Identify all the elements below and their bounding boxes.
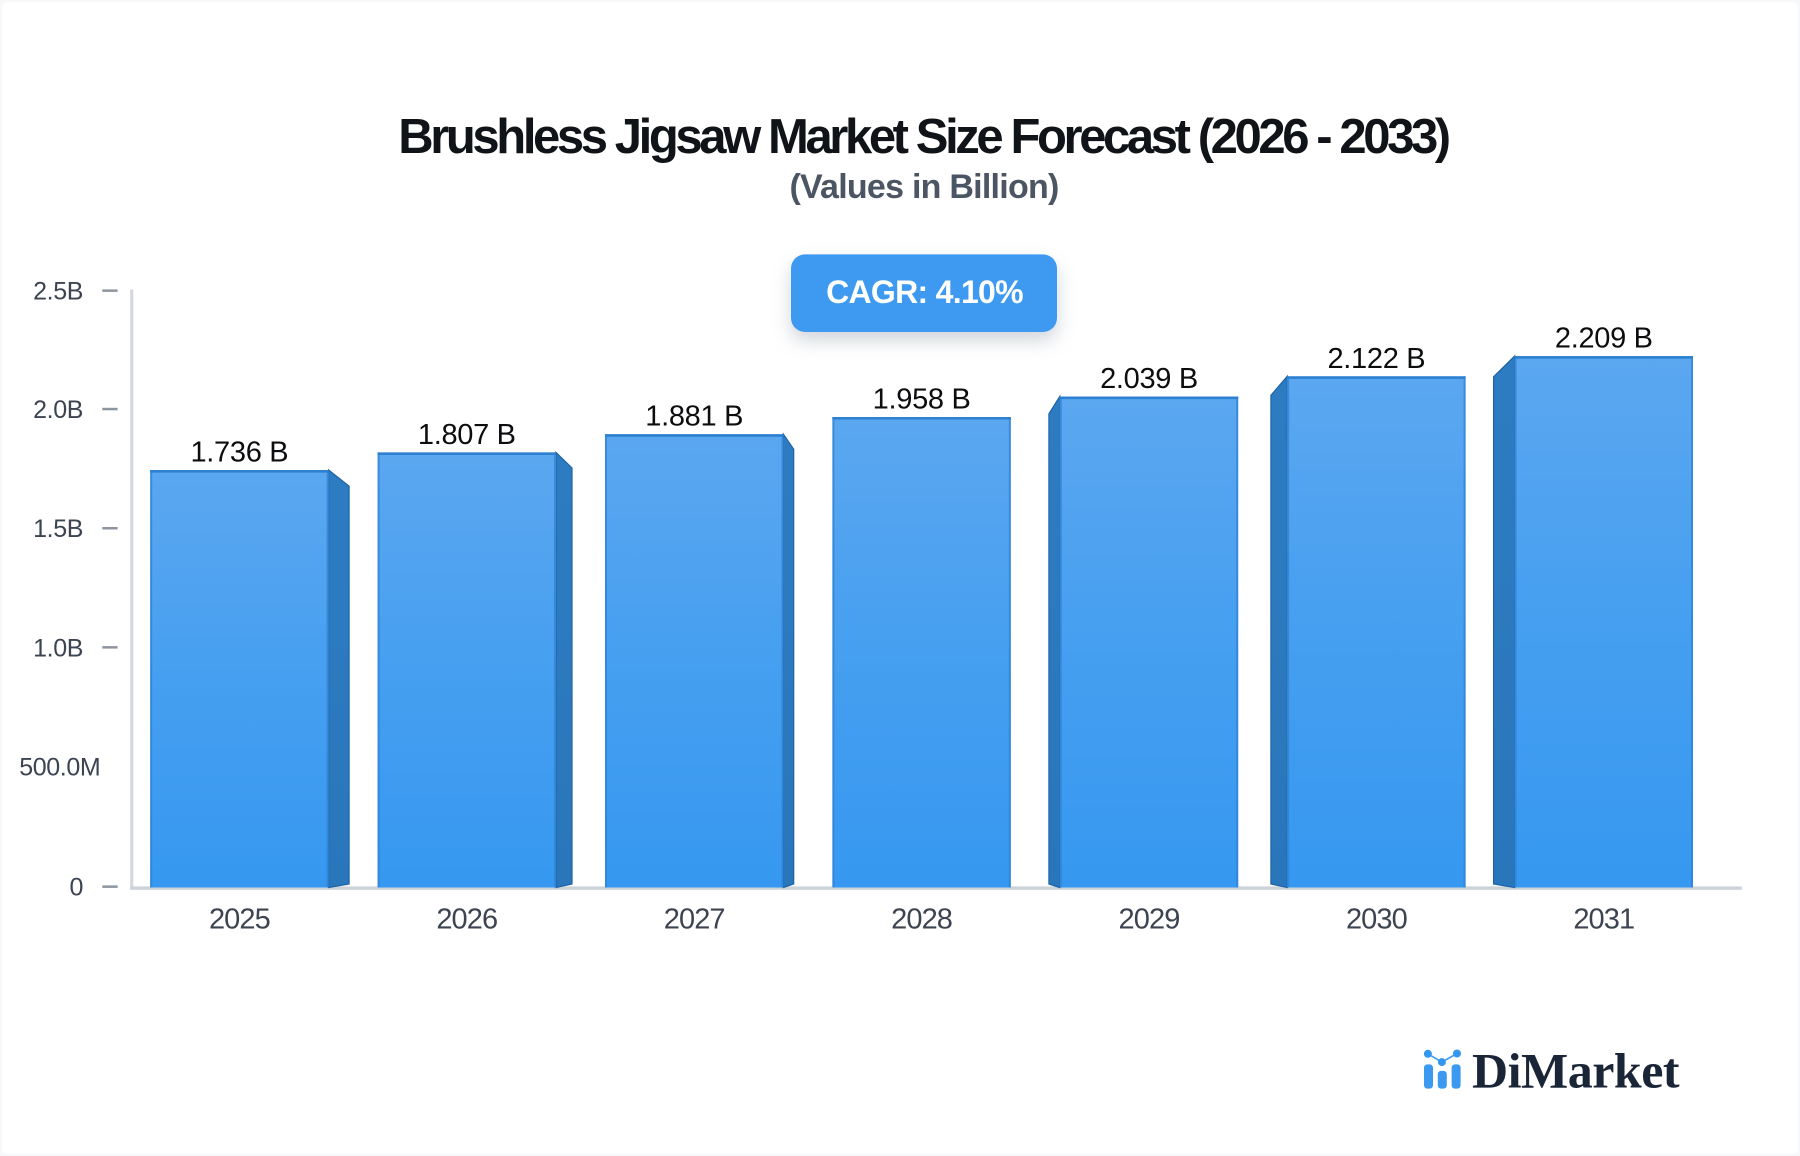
- svg-text:2029: 2029: [1119, 903, 1180, 935]
- svg-text:2.0B: 2.0B: [33, 396, 83, 424]
- svg-text:1.0B: 1.0B: [33, 634, 83, 662]
- svg-text:2.039 B: 2.039 B: [1100, 363, 1198, 395]
- svg-text:1.736 B: 1.736 B: [190, 437, 288, 469]
- svg-text:1.881 B: 1.881 B: [645, 401, 743, 433]
- svg-text:2028: 2028: [891, 903, 952, 935]
- svg-text:1.5B: 1.5B: [33, 515, 83, 543]
- svg-text:2.122 B: 2.122 B: [1327, 343, 1425, 375]
- svg-text:2025: 2025: [209, 903, 270, 935]
- svg-text:2.5B: 2.5B: [33, 278, 83, 306]
- svg-text:500.0M: 500.0M: [19, 754, 100, 782]
- svg-text:DiMarket: DiMarket: [1472, 1043, 1680, 1099]
- svg-text:1.807 B: 1.807 B: [418, 419, 516, 451]
- svg-text:2027: 2027: [664, 903, 725, 935]
- svg-text:0: 0: [69, 874, 83, 902]
- svg-text:CAGR: 4.10%: CAGR: 4.10%: [826, 274, 1023, 310]
- svg-text:2030: 2030: [1346, 903, 1407, 935]
- svg-text:2026: 2026: [436, 903, 497, 935]
- svg-text:1.958 B: 1.958 B: [873, 384, 971, 416]
- svg-text:Brushless Jigsaw Market Size F: Brushless Jigsaw Market Size Forecast (2…: [398, 110, 1449, 164]
- svg-text:(Values in Billion): (Values in Billion): [789, 168, 1058, 206]
- svg-text:2.209 B: 2.209 B: [1555, 323, 1653, 355]
- svg-text:2031: 2031: [1573, 903, 1634, 935]
